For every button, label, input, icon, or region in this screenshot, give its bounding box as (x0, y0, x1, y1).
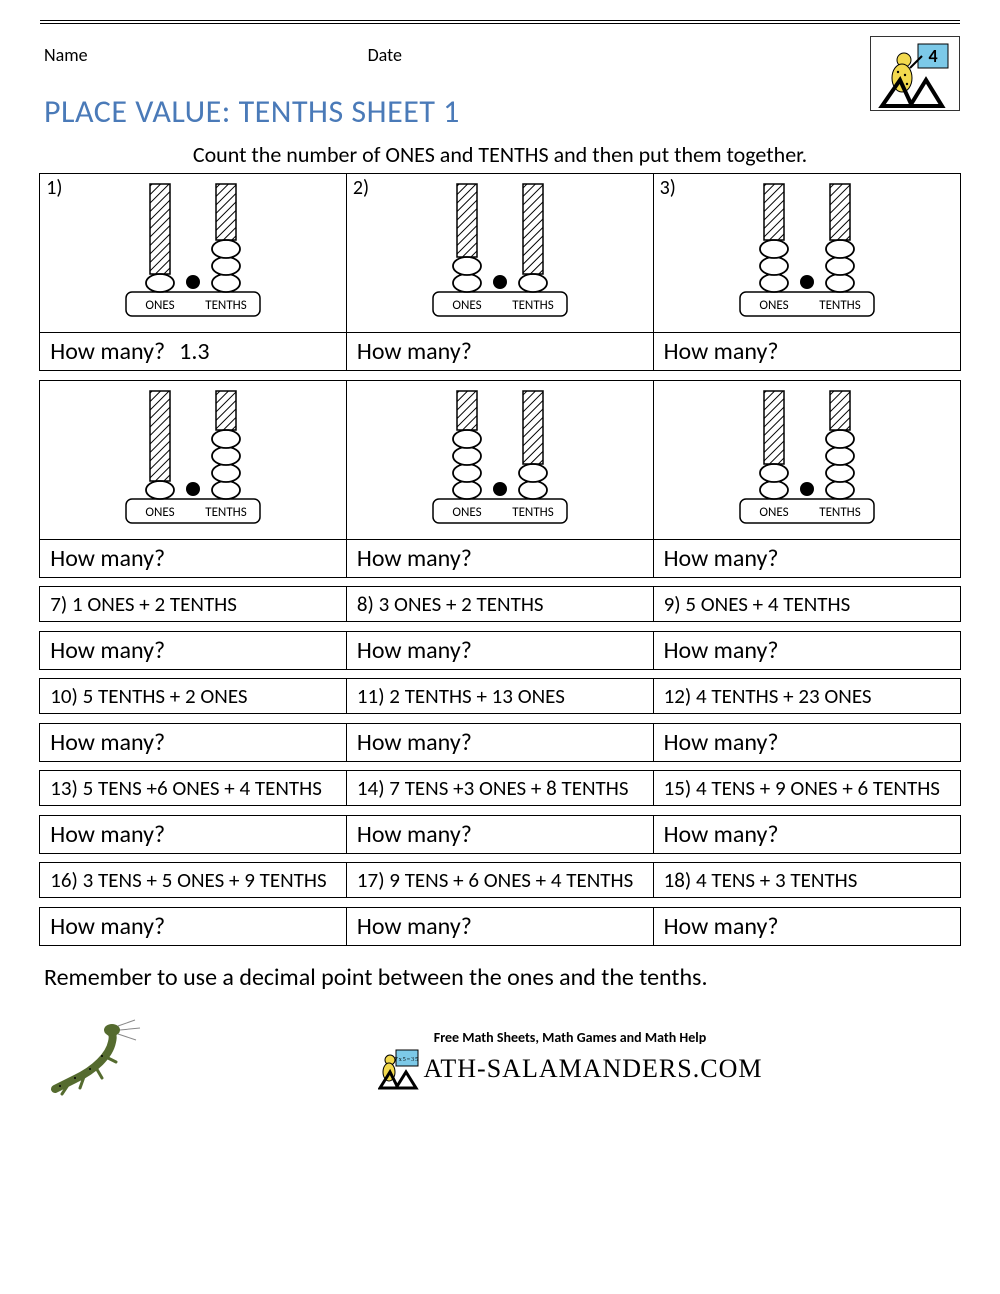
footer-tagline: Free Math Sheets, Math Games and Math He… (180, 1029, 960, 1046)
abacus-problem: 2) ONES TENTHS How many? (346, 173, 654, 371)
question-number: 1) (46, 176, 62, 200)
svg-text:ONES: ONES (759, 298, 788, 313)
svg-text:TENTHS: TENTHS (512, 505, 554, 520)
text-question: 16) 3 TENS + 5 ONES + 9 TENTHS (39, 862, 347, 898)
how-many-label: How many? (664, 544, 779, 573)
svg-text:ONES: ONES (452, 505, 481, 520)
text-answer: How many? (39, 631, 347, 670)
abacus-problem: ONES TENTHS How many? (346, 380, 654, 578)
text-question: 11) 2 TENTHS + 13 ONES (346, 678, 654, 714)
text-question: 18) 4 TENS + 3 TENTHS (653, 862, 961, 898)
salamander-icon (40, 1014, 150, 1109)
footer-brand-text: ATH-SALAMANDERS.COM (424, 1054, 763, 1084)
svg-text:ONES: ONES (146, 298, 175, 313)
text-answer: How many? (39, 815, 347, 854)
text-question: 14) 7 TENS +3 ONES + 8 TENTHS (346, 770, 654, 806)
text-question: 13) 5 TENS +6 ONES + 4 TENTHS (39, 770, 347, 806)
question-number: 2) (353, 176, 369, 200)
instruction-text: Count the number of ONES and TENTHS and … (40, 141, 960, 168)
svg-text:7x5=35: 7x5=35 (394, 1057, 418, 1063)
text-question: 12) 4 TENTHS + 23 ONES (653, 678, 961, 714)
text-answer: How many? (653, 907, 961, 946)
svg-text:TENTHS: TENTHS (512, 298, 554, 313)
svg-text:TENTHS: TENTHS (206, 505, 248, 520)
svg-text:TENTHS: TENTHS (819, 505, 861, 520)
svg-text:ONES: ONES (452, 298, 481, 313)
text-answer: How many? (346, 815, 654, 854)
grade-badge: 4 (870, 36, 960, 111)
top-rule (40, 20, 960, 24)
svg-text:ONES: ONES (146, 505, 175, 520)
how-many-label: How many? (664, 337, 779, 366)
text-answer: How many? (346, 907, 654, 946)
question-number: 3) (660, 176, 676, 200)
text-answer: How many? (346, 723, 654, 762)
footer-brand: 7x5=35 ATH-SALAMANDERS.COM (378, 1048, 763, 1090)
text-answer: How many? (39, 723, 347, 762)
svg-text:TENTHS: TENTHS (206, 298, 248, 313)
answer-value: 1.3 (179, 337, 209, 366)
abacus-problem: 3) ONES TENTHS How many? (653, 173, 961, 371)
svg-text:ONES: ONES (759, 505, 788, 520)
abacus-problem: 1) ONES TENTHS How many? 1.3 (39, 173, 347, 371)
how-many-label: How many? (357, 544, 472, 573)
abacus-problem: ONES TENTHS How many? (653, 380, 961, 578)
text-answer: How many? (653, 815, 961, 854)
how-many-label: How many? (50, 544, 165, 573)
answer-row: How many? (654, 539, 960, 577)
abacus-problem: ONES TENTHS How many? (39, 380, 347, 578)
text-question: 8) 3 ONES + 2 TENTHS (346, 586, 654, 622)
answer-row: How many? (40, 539, 346, 577)
name-label: Name (44, 44, 88, 66)
text-answer: How many? (653, 723, 961, 762)
answer-row: How many? (347, 332, 653, 370)
text-question: 7) 1 ONES + 2 TENTHS (39, 586, 347, 622)
text-answer: How many? (346, 631, 654, 670)
reminder-text: Remember to use a decimal point between … (44, 963, 960, 992)
answer-row: How many? (654, 332, 960, 370)
text-question: 9) 5 ONES + 4 TENTHS (653, 586, 961, 622)
page-title: PLACE VALUE: TENTHS SHEET 1 (44, 92, 960, 131)
text-answer: How many? (39, 907, 347, 946)
date-label: Date (368, 44, 402, 66)
text-question: 17) 9 TENS + 6 ONES + 4 TENTHS (346, 862, 654, 898)
svg-text:TENTHS: TENTHS (819, 298, 861, 313)
footer: Free Math Sheets, Math Games and Math He… (40, 1014, 960, 1109)
header-row: Name Date 4 (40, 36, 960, 84)
answer-row: How many? (347, 539, 653, 577)
how-many-label: How many? (357, 337, 472, 366)
grade-number: 4 (928, 45, 937, 67)
answer-row: How many? 1.3 (40, 332, 346, 370)
text-question: 10) 5 TENTHS + 2 ONES (39, 678, 347, 714)
text-question: 15) 4 TENS + 9 ONES + 6 TENTHS (653, 770, 961, 806)
how-many-label: How many? (50, 337, 165, 366)
text-answer: How many? (653, 631, 961, 670)
